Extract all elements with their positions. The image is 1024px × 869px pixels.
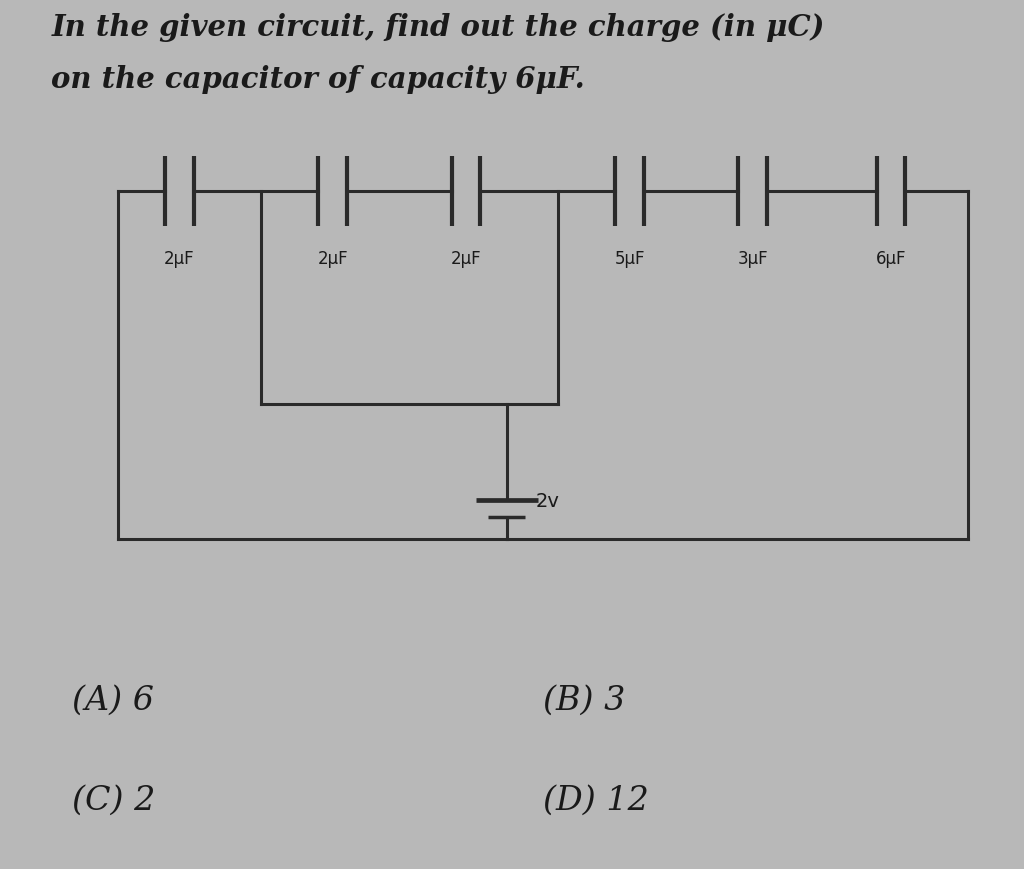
Text: (C) 2: (C) 2 — [72, 785, 155, 817]
Text: 2μF: 2μF — [164, 250, 195, 269]
Text: In the given circuit, find out the charge (in μC): In the given circuit, find out the charg… — [51, 13, 824, 42]
Text: 2μF: 2μF — [317, 250, 348, 269]
Text: (D) 12: (D) 12 — [543, 785, 648, 817]
Text: 5μF: 5μF — [614, 250, 645, 269]
Text: 6μF: 6μF — [876, 250, 906, 269]
Text: (B) 3: (B) 3 — [543, 685, 625, 717]
Text: 2v: 2v — [536, 492, 559, 511]
Text: 3μF: 3μF — [737, 250, 768, 269]
Text: 2μF: 2μF — [451, 250, 481, 269]
Text: on the capacitor of capacity 6μF.: on the capacitor of capacity 6μF. — [51, 65, 585, 94]
Text: (A) 6: (A) 6 — [72, 685, 154, 717]
